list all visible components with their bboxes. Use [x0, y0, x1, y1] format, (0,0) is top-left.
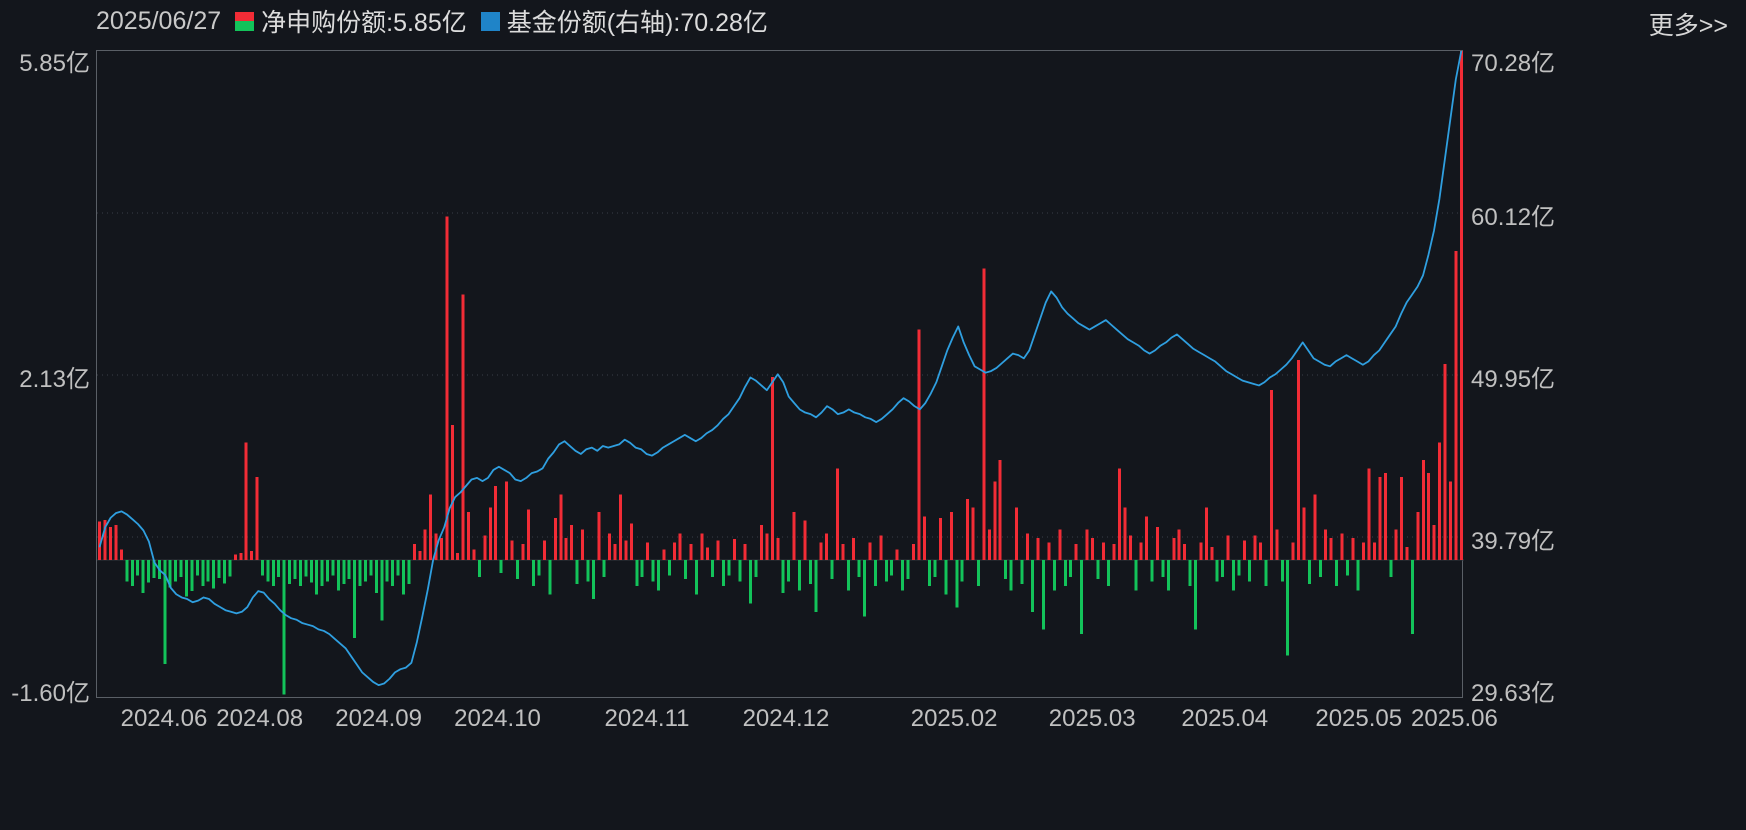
y-axis-right-tick-4: 29.63亿	[1471, 680, 1556, 707]
more-link[interactable]: 更多>>	[1648, 12, 1728, 40]
x-axis-tick-3: 2024.10	[454, 705, 541, 732]
legend-item-net-subscription[interactable]: 净申购份额:5.85亿	[235, 3, 467, 39]
y-axis-left-tick-1: 2.13亿	[19, 365, 90, 393]
y-axis-left-tick-2: -1.60亿	[11, 680, 90, 707]
legend-swatch-net-subscription	[235, 11, 255, 31]
y-axis-right-tick-0: 70.28亿	[1471, 50, 1556, 77]
y-axis-right-tick-2: 49.95亿	[1471, 366, 1556, 394]
x-axis-tick-2: 2024.09	[335, 705, 422, 732]
plot-svg	[97, 51, 1464, 695]
header-legend-group: 2025/06/27 净申购份额:5.85亿 基金份额(右轴):70.28亿	[96, 3, 768, 39]
y-axis-right-tick-3: 39.79亿	[1471, 528, 1556, 556]
x-axis-tick-0: 2024.06	[120, 705, 208, 732]
x-axis-tick-1: 2024.08	[216, 705, 304, 732]
y-axis-left-tick-0: 5.85亿	[19, 50, 90, 77]
x-axis-tick-9: 2025.05	[1315, 705, 1403, 732]
x-axis-tick-5: 2024.12	[742, 705, 830, 732]
x-axis-tick-4: 2024.11	[604, 705, 690, 732]
chart-header: 2025/06/27 净申购份额:5.85亿 基金份额(右轴):70.28亿 更…	[0, 0, 1746, 42]
x-axis-tick-10: 2025.06	[1411, 705, 1498, 732]
legend-swatch-fund-shares	[480, 11, 500, 31]
x-axis-tick-8: 2025.04	[1181, 705, 1269, 732]
legend-label-net-subscription: 净申购份额:5.85亿	[261, 9, 467, 37]
plot-area[interactable]	[96, 50, 1464, 698]
legend-item-fund-shares[interactable]: 基金份额(右轴):70.28亿	[480, 3, 768, 39]
y-axis-right-tick-1: 60.12亿	[1471, 203, 1556, 231]
header-date: 2025/06/27	[96, 6, 222, 35]
legend-label-fund-shares: 基金份额(右轴):70.28亿	[506, 9, 768, 37]
x-axis-tick-6: 2025.02	[910, 705, 998, 732]
x-axis-tick-7: 2025.03	[1048, 705, 1136, 732]
